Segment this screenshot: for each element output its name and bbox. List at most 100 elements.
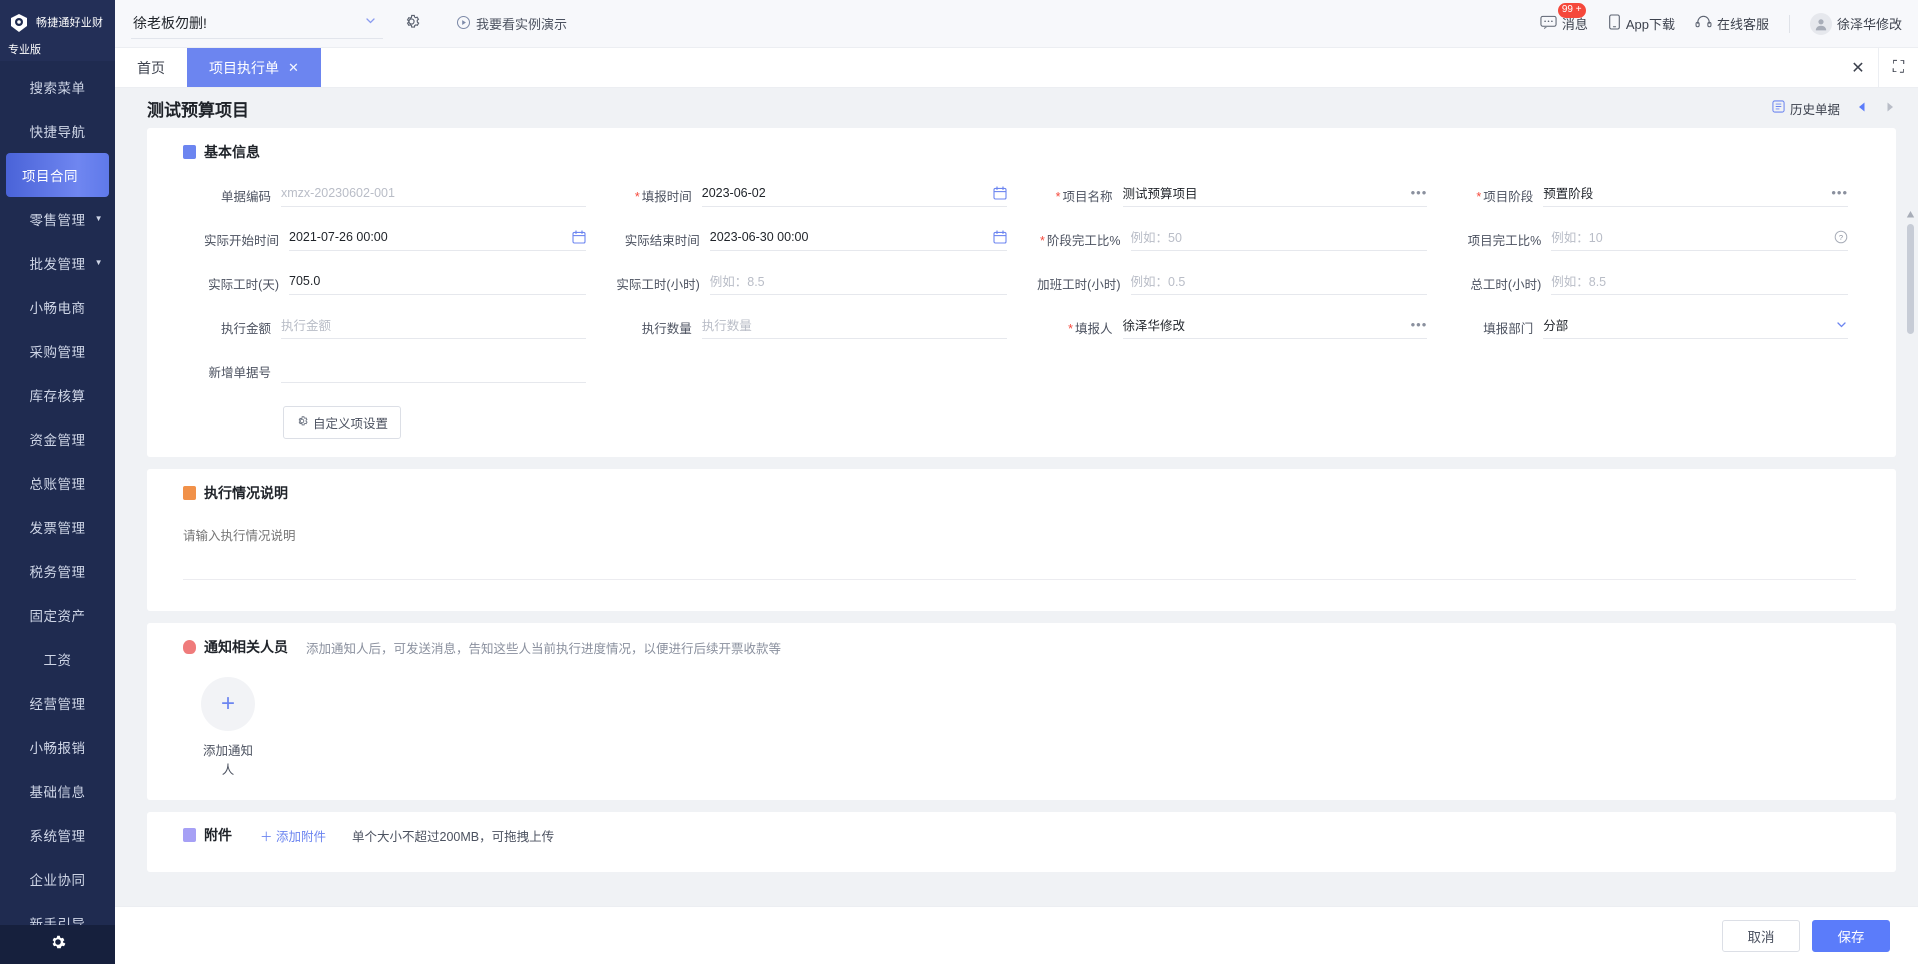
form-field-input[interactable]: 徐泽华修改 ••• [1122,313,1428,339]
form-field-input[interactable]: 例如：0.5 [1130,269,1428,295]
app-download-button[interactable]: App下载 [1608,14,1675,33]
sidebar-item-13[interactable]: 工资 [0,637,115,681]
form-field-label: 实际开始时间 [183,225,279,249]
form-field-label: 项目完工比% [1445,225,1542,249]
form-field-label: 填报部门 [1445,313,1533,337]
demo-link[interactable]: 我要看实例演示 [456,14,567,33]
form-field-label-text: 实际开始时间 [203,234,279,248]
form-field-input[interactable]: 分部 [1543,313,1848,339]
message-icon [1540,14,1557,33]
scroll-up-arrow[interactable] [1906,206,1915,218]
notify-people-body: + 添加通知人 [147,663,1896,800]
sidebar-item-17[interactable]: 系统管理 [0,813,115,857]
sidebar-item-2[interactable]: 项目合同 [6,152,109,197]
form-field-value: 徐泽华修改 [1122,319,1186,333]
form-field-input[interactable]: 2023-06-02 [701,181,1007,207]
sidebar-item-label: 项目合同 [22,168,78,184]
basic-info-form: 单据编码 xmzx-20230602-001 * 填报时间 2023-06-02 * 项目名… [147,168,1896,392]
sidebar-item-1[interactable]: 快捷导航 [0,109,115,153]
save-button[interactable]: 保存 [1812,919,1890,952]
form-field-input[interactable]: 2021-07-26 00:00 [289,225,586,251]
content-scroll-area[interactable]: 基本信息 单据编码 xmzx-20230602-001 * 填报时间 2023-06-0… [115,128,1918,906]
fullscreen-icon[interactable]: ⛶ [1878,48,1918,87]
form-field-3: * 项目阶段 预置阶段 ••• [1445,172,1866,216]
tab-1[interactable]: 项目执行单 ✕ [187,48,321,87]
chevron-down-icon: ▼ [94,214,103,224]
form-field-input[interactable] [281,357,586,383]
dots-icon[interactable]: ••• [1410,185,1428,200]
online-support-button[interactable]: 在线客服 [1695,14,1769,33]
sidebar-item-5[interactable]: 小畅电商 [0,285,115,329]
form-field-12: 执行金额 执行金额 [183,304,604,348]
sidebar-item-14[interactable]: 经营管理 [0,681,115,725]
sidebar-item-label: 采购管理 [29,344,86,360]
form-field-input[interactable]: 例如：8.5 [1551,269,1848,295]
form-field-label: 总工时(小时) [1445,269,1541,293]
sidebar-item-15[interactable]: 小畅报销 [0,725,115,769]
form-field-input[interactable]: 例如：8.5 [709,269,1007,295]
form-field-input[interactable]: 测试预算项目 ••• [1122,181,1428,207]
sidebar-settings-button[interactable] [0,924,115,964]
add-notify-person-button[interactable]: + [201,677,255,731]
form-field-input[interactable]: 预置阶段 ••• [1543,181,1848,207]
form-field-input[interactable]: 例如：50 [1130,225,1428,251]
close-icon[interactable]: ✕ [1851,59,1865,77]
form-field-placeholder: xmzx-20230602-001 [281,185,395,200]
chevron-down-icon[interactable] [1827,318,1848,331]
tab-0[interactable]: 首页 [115,48,187,87]
execution-description-card: 执行情况说明 [147,469,1896,611]
calendar-icon[interactable] [564,229,586,244]
form-field-input[interactable]: 例如：10? [1551,225,1848,251]
sidebar-item-16[interactable]: 基础信息 [0,769,115,813]
sidebar-item-11[interactable]: 税务管理 [0,549,115,593]
main-region: 徐老板勿删! 我要看实例演示 [115,0,1918,964]
add-attachment-button[interactable]: ＋ 添加附件 [260,826,326,845]
form-field-input[interactable]: 705.0 [289,269,586,295]
next-arrow-icon[interactable] [1884,101,1896,116]
sidebar: 畅捷通好业财 专业版 搜索菜单 快捷导航 项目合同 零售管理 ▼ 批发管理 ▼ 小畅电商 采购管… [0,0,115,964]
calendar-icon[interactable] [985,185,1007,200]
sidebar-item-12[interactable]: 固定资产 [0,593,115,637]
person-red-icon [183,640,196,654]
sidebar-item-9[interactable]: 总账管理 [0,461,115,505]
user-menu[interactable]: 徐泽华修改 [1809,12,1902,35]
sidebar-item-19[interactable]: 新手引导 [0,901,115,925]
form-field-7: 项目完工比% 例如：10? [1445,216,1866,260]
sidebar-item-10[interactable]: 发票管理 [0,505,115,549]
question-icon[interactable]: ? [1826,230,1848,244]
sidebar-item-label: 固定资产 [29,608,86,624]
form-field-value: 2023-06-02 [701,185,766,200]
scrollbar-thumb[interactable] [1907,224,1914,334]
sidebar-item-3[interactable]: 零售管理 ▼ [0,197,115,241]
form-field-value: 2023-06-30 00:00 [709,229,809,244]
account-selector[interactable]: 徐老板勿删! [131,9,383,39]
custom-fields-settings-button[interactable]: 自定义项设置 [283,406,402,439]
sidebar-item-0[interactable]: 搜索菜单 [0,65,115,109]
messages-button[interactable]: 99 + 消息 [1540,3,1588,33]
topbar-settings-button[interactable] [403,13,420,35]
execution-description-title: 执行情况说明 [204,485,288,501]
sidebar-item-7[interactable]: 库存核算 [0,373,115,417]
prev-arrow-icon[interactable] [1856,101,1868,116]
form-field-input[interactable]: xmzx-20230602-001 [281,181,586,207]
dots-icon[interactable]: ••• [1410,317,1428,332]
history-button[interactable]: 历史单据 [1772,99,1840,118]
execution-description-textarea[interactable] [183,521,1856,580]
form-field-input[interactable]: 执行金额 [281,313,586,339]
form-field-input[interactable]: 执行数量 [701,313,1007,339]
execution-description-header: 执行情况说明 [147,469,1896,509]
calendar-icon[interactable] [985,229,1007,244]
sidebar-item-18[interactable]: 企业协同 [0,857,115,901]
sidebar-item-8[interactable]: 资金管理 [0,417,115,461]
svg-text:?: ? [1839,233,1843,242]
cancel-button[interactable]: 取消 [1722,919,1800,952]
dots-icon[interactable]: ••• [1831,185,1848,200]
account-name: 徐老板勿删! [133,15,207,31]
sidebar-item-label: 税务管理 [29,564,86,580]
sidebar-item-4[interactable]: 批发管理 ▼ [0,241,115,285]
sidebar-item-6[interactable]: 采购管理 [0,329,115,373]
brand: 畅捷通好业财 [0,0,115,47]
form-field-input[interactable]: 2023-06-30 00:00 [709,225,1007,251]
close-icon[interactable]: ✕ [288,59,299,75]
